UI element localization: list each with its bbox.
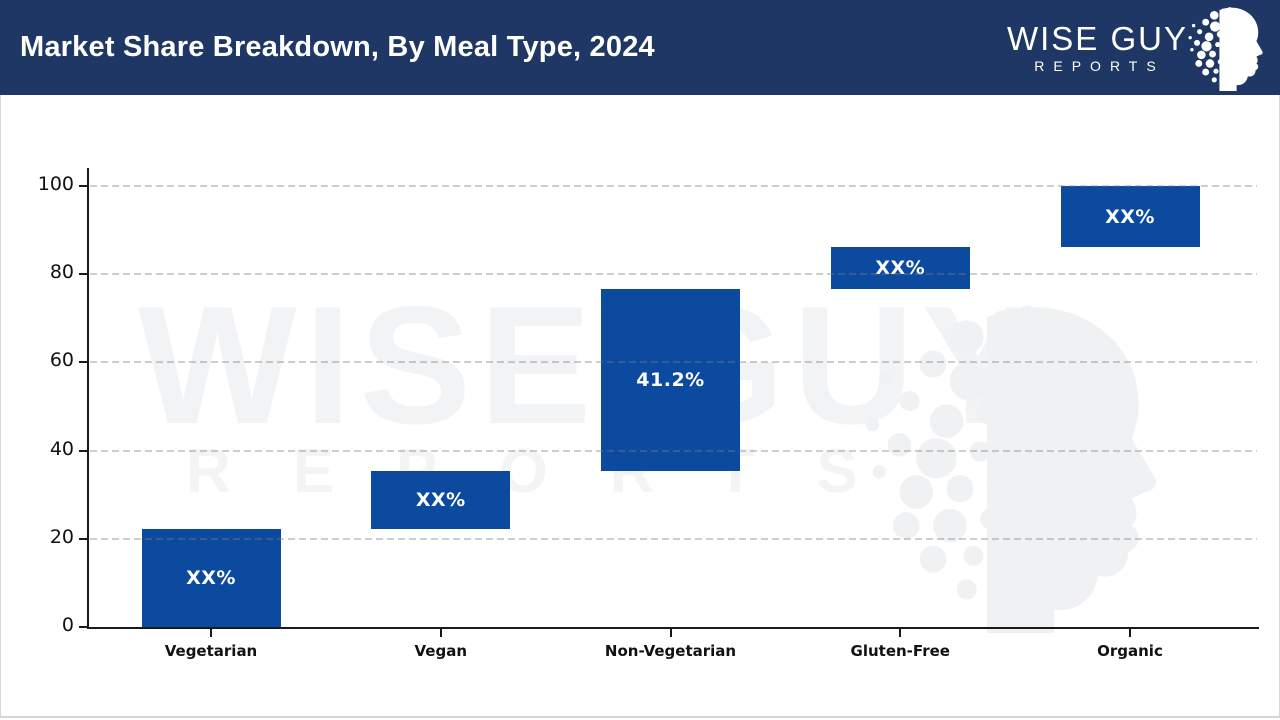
logo-subtitle: REPORTS	[1034, 58, 1165, 74]
dotted-head-icon	[1188, 6, 1263, 91]
bar-non-vegetarian: 41.2%	[601, 289, 740, 471]
y-tick-label: 0	[61, 614, 74, 636]
bar-value-label: 41.2%	[636, 369, 705, 392]
y-tick-label: 80	[49, 261, 74, 284]
x-tick-mark	[669, 629, 672, 637]
watermark-subtitle: REPORTS	[186, 437, 920, 506]
gridline-100	[90, 185, 1257, 187]
chart-canvas: WISE GUY REPORTS 0 20 40 60 80 100 XX% Vegetari…	[0, 95, 1280, 720]
gridline-60	[90, 361, 1257, 364]
y-tick-mark	[79, 626, 88, 628]
y-tick-label: 40	[49, 437, 74, 460]
y-tick-label: 20	[49, 525, 74, 548]
header-banner: Market Share Breakdown, By Meal Type, 20…	[0, 0, 1280, 95]
y-tick-mark	[79, 185, 88, 187]
y-axis-line	[87, 168, 89, 629]
y-tick-mark	[79, 537, 88, 540]
y-tick-mark	[79, 361, 88, 364]
gridline-40	[90, 449, 1257, 452]
x-tick-mark	[1129, 629, 1131, 637]
bar-value-label: XX%	[186, 567, 236, 590]
x-tick-mark	[210, 629, 212, 637]
gridline-20	[90, 537, 1257, 540]
bar-gluten-free: XX%	[830, 247, 970, 290]
bar-value-label: XX%	[1105, 205, 1155, 228]
x-axis-category-label: Organic	[1097, 642, 1163, 660]
x-axis-category-label: Vegetarian	[164, 642, 258, 660]
x-tick-mark	[899, 629, 902, 637]
logo-wordmark: WISE GUY	[1006, 20, 1188, 57]
bar-value-label: XX%	[875, 257, 926, 280]
y-tick-label: 60	[49, 349, 74, 372]
y-tick-mark	[79, 449, 88, 452]
bar-vegetarian: XX%	[141, 529, 281, 627]
wise-guy-reports-logo: WISE GUY REPORTS	[1007, 5, 1280, 91]
x-axis-category-label: Non-Vegetarian	[604, 642, 737, 660]
y-tick-mark	[79, 273, 88, 276]
gridline-80	[90, 273, 1257, 276]
bar-vegan: XX%	[371, 470, 511, 530]
y-tick-label: 100	[37, 173, 74, 195]
bar-organic: XX%	[1060, 186, 1200, 248]
x-axis-category-label: Vegan	[414, 642, 468, 660]
page-title: Market Share Breakdown, By Meal Type, 20…	[20, 31, 655, 63]
x-axis-line	[87, 627, 1259, 629]
watermark-dotted-head-icon	[865, 305, 1156, 634]
bar-value-label: XX%	[415, 488, 466, 511]
watermark-wordmark: WISE GUY	[138, 271, 1043, 459]
x-tick-mark	[439, 629, 442, 637]
x-axis-category-label: Gluten-Free	[850, 642, 950, 660]
logo-text: WISE GUY REPORTS	[1007, 22, 1188, 73]
